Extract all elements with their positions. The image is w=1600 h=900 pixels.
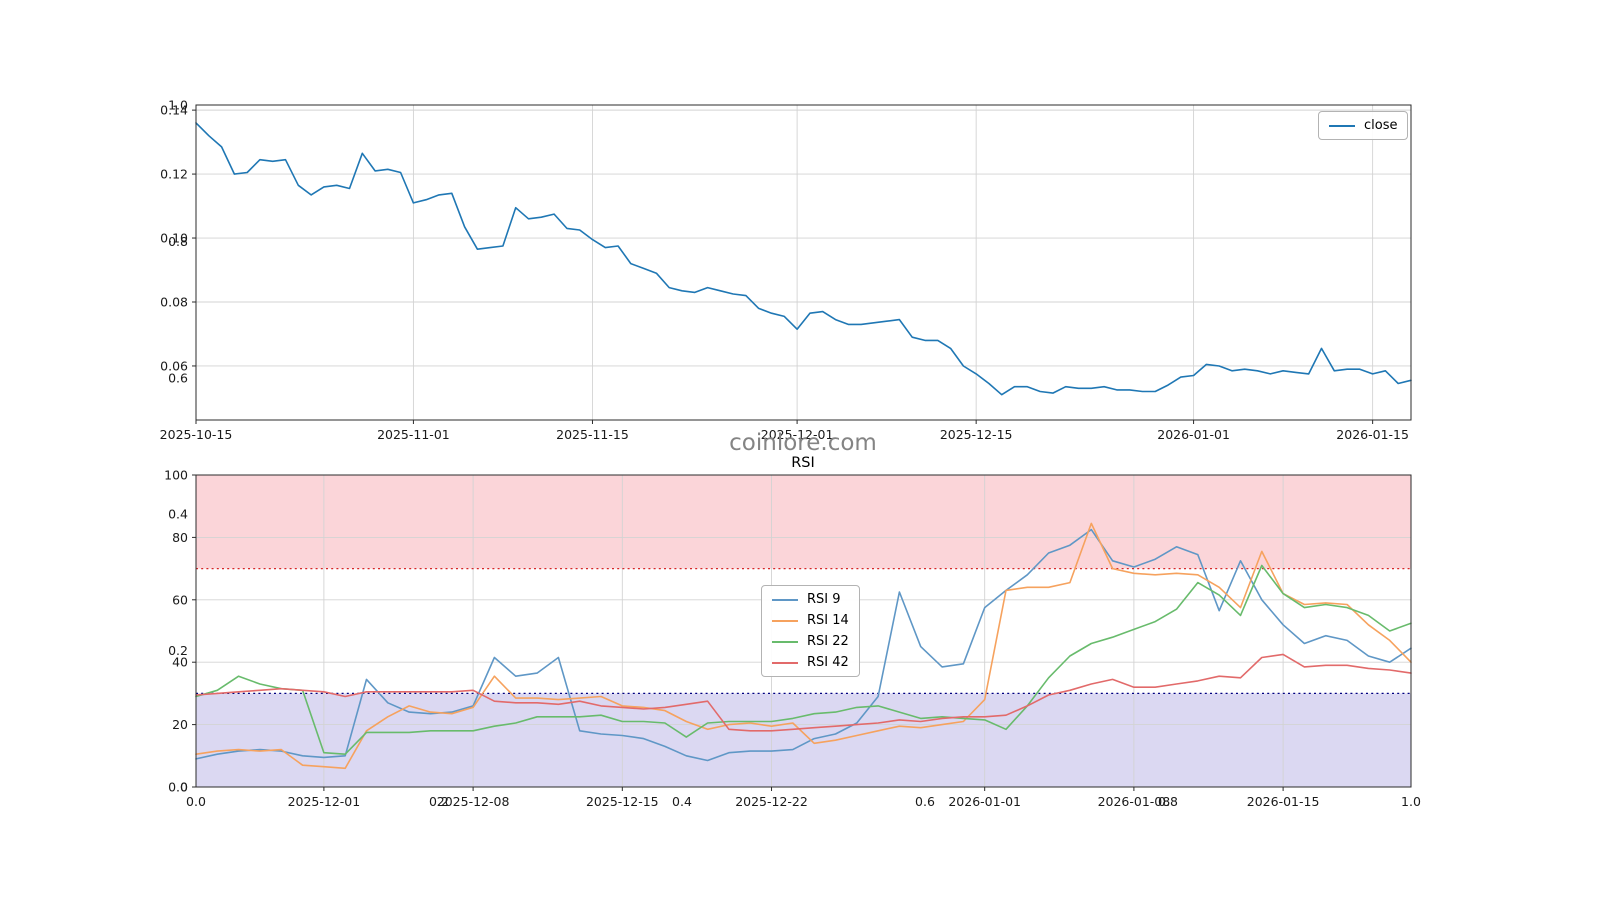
rsi-14-line-swatch [772, 619, 798, 622]
price-legend: close [1318, 111, 1409, 140]
rsi-legend: RSI 9 RSI 14 RSI 22 RSI 42 [761, 585, 860, 677]
svg-text:1.0: 1.0 [1401, 794, 1421, 809]
svg-text:2025-11-01: 2025-11-01 [377, 427, 450, 442]
series-rsi-22 [195, 564, 1412, 756]
svg-text:1.0: 1.0 [168, 98, 188, 113]
grid [195, 105, 1411, 420]
svg-text:0.0: 0.0 [186, 794, 206, 809]
band [196, 693, 1411, 787]
svg-text:0: 0 [180, 780, 188, 795]
svg-text:2025-12-15: 2025-12-15 [586, 794, 659, 809]
legend-item-rsi-42: RSI 42 [772, 652, 849, 673]
rsi-42-line-swatch [772, 661, 798, 664]
series-rsi-42 [195, 653, 1412, 732]
svg-text:2026-01-15: 2026-01-15 [1247, 794, 1320, 809]
phantom-axis-labels: 0.0 0.2 0.4 0.6 0.8 1.0 0.0 0.2 0.4 0.6 0.8 1.0 [168, 98, 1421, 810]
svg-text:0.8: 0.8 [168, 234, 188, 249]
rsi-42-legend-label: RSI 42 [807, 655, 849, 670]
rsi-14-legend-label: RSI 14 [807, 613, 849, 628]
svg-text:0.8: 0.8 [1158, 794, 1178, 809]
svg-text:20: 20 [172, 717, 188, 732]
legend-item-rsi-22: RSI 22 [772, 631, 849, 652]
band [196, 475, 1411, 569]
legend-item-close: close [1329, 115, 1397, 136]
svg-text:2026-01-01: 2026-01-01 [1157, 427, 1230, 442]
rsi-22-line-swatch [772, 640, 798, 643]
svg-text:2025-12-08: 2025-12-08 [437, 794, 510, 809]
watermark: coinlore.com [729, 430, 877, 456]
rsi-chart-title: RSI [791, 455, 815, 471]
axes-border [195, 474, 1412, 788]
svg-text:0.2: 0.2 [429, 794, 449, 809]
svg-text:40: 40 [172, 655, 188, 670]
svg-text:100: 100 [164, 468, 188, 483]
svg-text:2026-01-15: 2026-01-15 [1336, 427, 1409, 442]
svg-text:2025-12-15: 2025-12-15 [940, 427, 1013, 442]
tick-labels: 0.06 0.08 0.10 0.12 0.14 2025-10-15 2025-11-01… [160, 103, 1409, 442]
svg-text:2026-01-01: 2026-01-01 [948, 794, 1021, 809]
rsi-9-legend-label: RSI 9 [807, 592, 841, 607]
rsi-9-line-swatch [772, 598, 798, 601]
price-panel: 0.06 0.08 0.10 0.12 0.14 2025-10-15 2025-11-01… [160, 103, 1412, 442]
series-close [195, 122, 1412, 396]
svg-text:2025-11-15: 2025-11-15 [556, 427, 629, 442]
svg-text:0.14: 0.14 [160, 103, 188, 118]
svg-text:0.4: 0.4 [672, 794, 692, 809]
svg-text:0.08: 0.08 [160, 294, 188, 309]
close-line-swatch [1329, 124, 1355, 127]
svg-text:60: 60 [172, 592, 188, 607]
svg-text:2025-12-01: 2025-12-01 [288, 794, 361, 809]
svg-text:0.06: 0.06 [160, 358, 188, 373]
svg-text:80: 80 [172, 530, 188, 545]
svg-text:0.4: 0.4 [168, 507, 188, 522]
legend-item-rsi-14: RSI 14 [772, 610, 849, 631]
svg-text:0.0: 0.0 [168, 780, 188, 795]
rsi-22-legend-label: RSI 22 [807, 634, 849, 649]
svg-text:2025-12-01: 2025-12-01 [761, 427, 834, 442]
svg-text:2026-01-08: 2026-01-08 [1098, 794, 1171, 809]
tick-labels: 0 20 40 60 80 100 2025-12-01 2025-12-08 2025-12-… [164, 468, 1319, 810]
legend-item-rsi-9: RSI 9 [772, 589, 849, 610]
series-rsi-14 [195, 522, 1412, 770]
svg-text:0.6: 0.6 [915, 794, 935, 809]
axes-border [195, 104, 1412, 421]
close-legend-label: close [1364, 118, 1398, 133]
rsi-panel: 0 20 40 60 80 100 2025-12-01 2025-12-08 2025-12-… [164, 468, 1412, 810]
svg-text:0.12: 0.12 [160, 167, 188, 182]
svg-text:2025-12-22: 2025-12-22 [735, 794, 808, 809]
svg-text:0.6: 0.6 [168, 370, 188, 385]
series-rsi-9 [195, 528, 1412, 762]
svg-text:0.10: 0.10 [160, 231, 188, 246]
svg-text:0.2: 0.2 [168, 643, 188, 658]
svg-text:2025-10-15: 2025-10-15 [160, 427, 233, 442]
